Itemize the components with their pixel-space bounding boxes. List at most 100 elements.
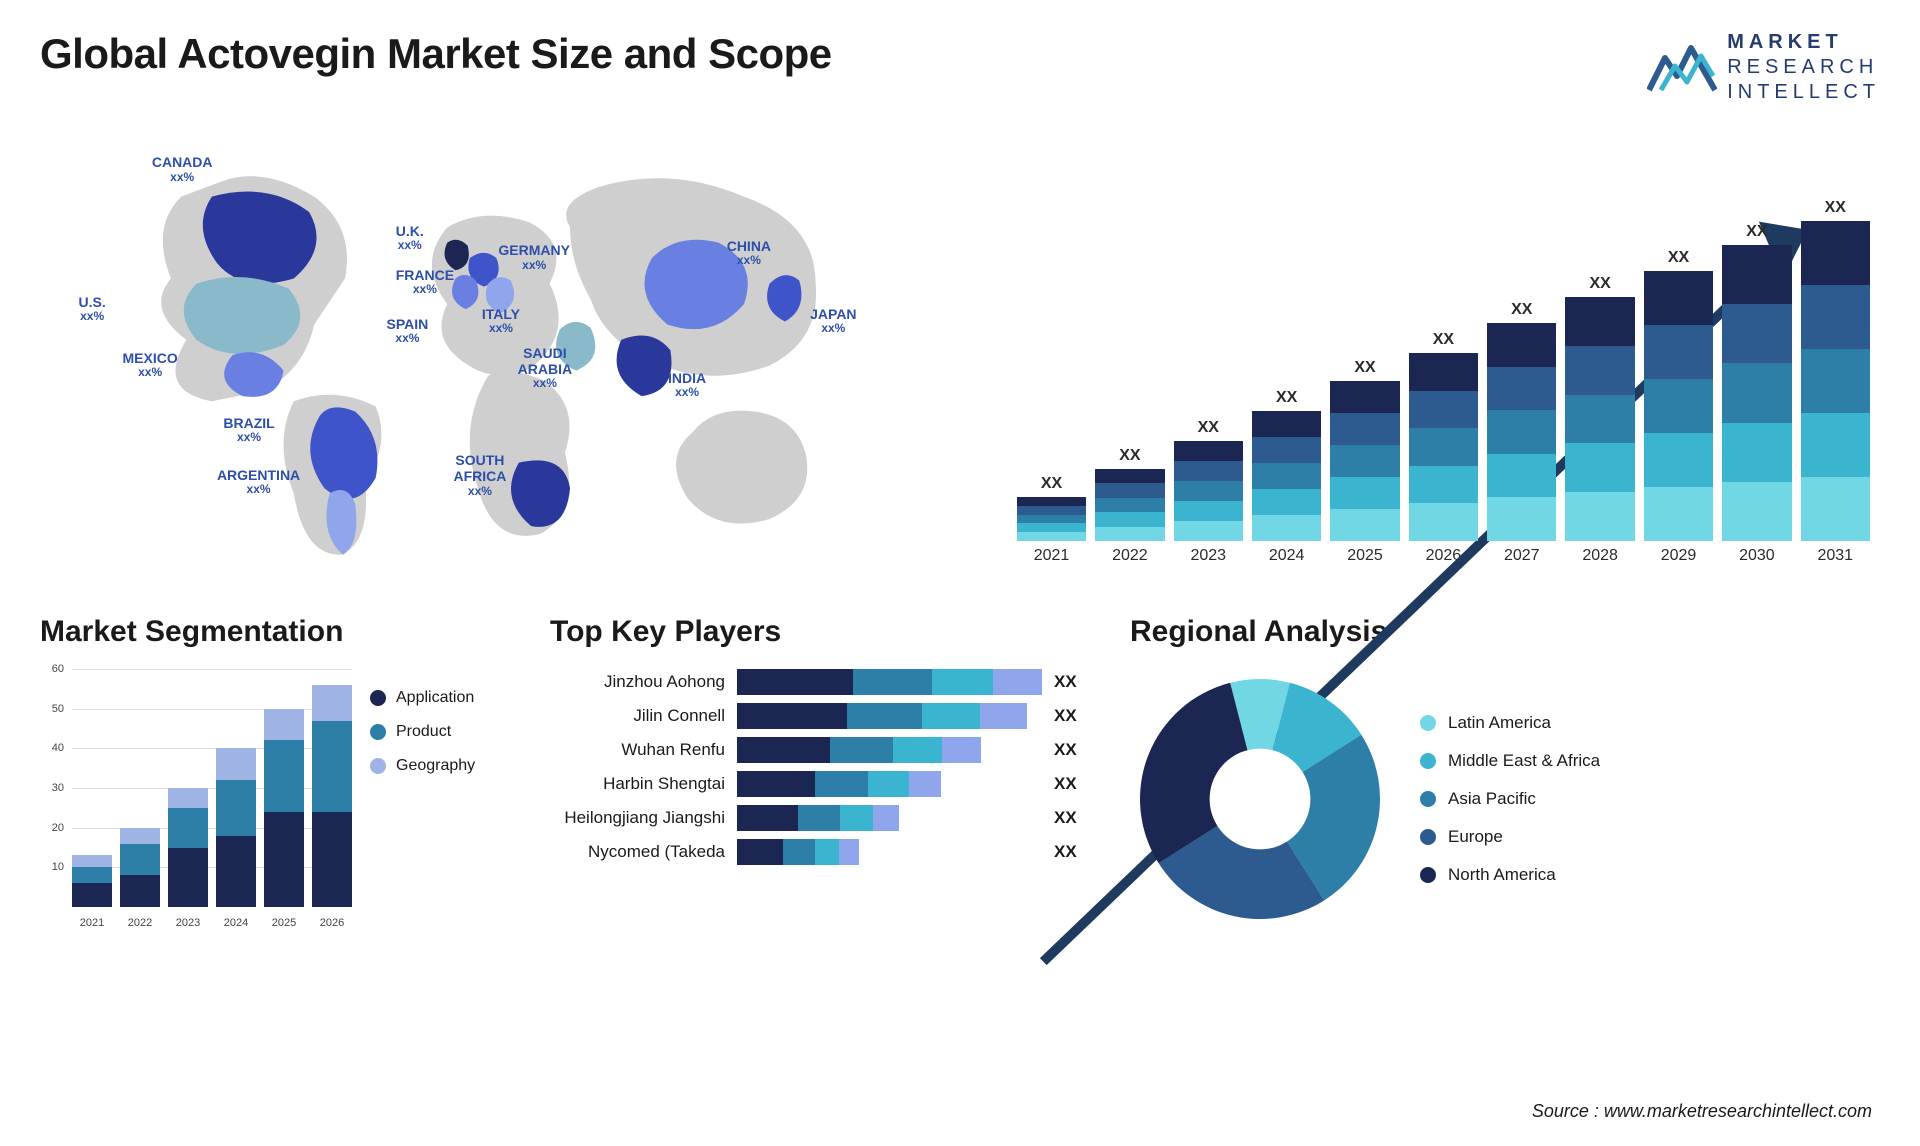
segmentation-bar <box>264 669 304 907</box>
logo-mark-icon <box>1647 40 1717 96</box>
growth-bar-value: XX <box>1433 331 1454 349</box>
segmentation-bar <box>216 669 256 907</box>
regional-panel: Regional Analysis Latin America Middle Ea… <box>1130 615 1880 945</box>
growth-bar-value: XX <box>1668 249 1689 267</box>
player-bar <box>737 703 1027 729</box>
map-country-label: SAUDIARABIAxx% <box>518 345 572 391</box>
segmentation-legend: Application Product Geography <box>370 669 510 929</box>
source-attribution: Source : www.marketresearchintellect.com <box>1532 1101 1872 1122</box>
regional-legend-item: Middle East & Africa <box>1420 751 1600 771</box>
growth-bar: XX <box>1409 181 1478 541</box>
segmentation-x-tick: 2026 <box>312 917 352 929</box>
world-map-panel: CANADAxx%U.S.xx%MEXICOxx%BRAZILxx%ARGENT… <box>40 125 957 565</box>
player-name: Jilin Connell <box>550 706 725 726</box>
player-row: Harbin Shengtai XX <box>550 771 1090 797</box>
segmentation-panel: Market Segmentation 102030405060 2021202… <box>40 615 510 945</box>
regional-legend-item: Latin America <box>1420 713 1600 733</box>
growth-bar-value: XX <box>1825 199 1846 217</box>
player-value: XX <box>1054 740 1090 760</box>
growth-x-axis: 2021202220232024202520262027202820292030… <box>1007 541 1880 565</box>
logo-text: MARKET RESEARCH INTELLECT <box>1727 30 1880 105</box>
regional-legend-item: Asia Pacific <box>1420 789 1600 809</box>
growth-bar: XX <box>1801 181 1870 541</box>
map-country-label: CHINAxx% <box>727 238 771 268</box>
player-row: Heilongjiang Jiangshi XX <box>550 805 1090 831</box>
player-name: Wuhan Renfu <box>550 740 725 760</box>
growth-x-tick: 2031 <box>1801 547 1870 565</box>
header: Global Actovegin Market Size and Scope M… <box>40 30 1880 105</box>
player-bar <box>737 805 899 831</box>
map-country-label: GERMANYxx% <box>498 242 570 272</box>
map-country-label: FRANCExx% <box>396 267 454 297</box>
growth-bar-value: XX <box>1354 359 1375 377</box>
players-panel: Top Key Players Jinzhou AohongXXJilin Co… <box>550 615 1090 945</box>
regional-donut-chart <box>1130 669 1390 929</box>
player-row: Wuhan Renfu XX <box>550 737 1090 763</box>
segmentation-legend-item: Product <box>370 723 510 741</box>
growth-bar: XX <box>1095 181 1164 541</box>
segmentation-title: Market Segmentation <box>40 615 510 649</box>
player-name: Harbin Shengtai <box>550 774 725 794</box>
regional-legend: Latin America Middle East & Africa Asia Pa… <box>1420 713 1600 885</box>
growth-bar: XX <box>1722 181 1791 541</box>
growth-x-tick: 2024 <box>1252 547 1321 565</box>
regional-legend-item: North America <box>1420 865 1600 885</box>
player-value: XX <box>1054 842 1090 862</box>
player-bar <box>737 669 1042 695</box>
growth-stacked-bar-chart: XXXXXXXXXXXXXXXXXXXXXX <box>1007 181 1880 541</box>
segmentation-x-tick: 2023 <box>168 917 208 929</box>
map-country-label: ARGENTINAxx% <box>217 467 300 497</box>
growth-bar: XX <box>1017 181 1086 541</box>
segmentation-legend-item: Geography <box>370 757 510 775</box>
map-country-label: ITALYxx% <box>482 306 520 336</box>
growth-x-tick: 2030 <box>1722 547 1791 565</box>
segmentation-x-tick: 2021 <box>72 917 112 929</box>
player-name: Heilongjiang Jiangshi <box>550 808 725 828</box>
player-bar <box>737 839 859 865</box>
growth-bar-value: XX <box>1276 389 1297 407</box>
player-value: XX <box>1054 774 1090 794</box>
regional-legend-item: Europe <box>1420 827 1600 847</box>
player-value: XX <box>1054 672 1090 692</box>
growth-x-tick: 2023 <box>1174 547 1243 565</box>
map-country-label: U.S.xx% <box>79 294 106 324</box>
regional-title: Regional Analysis <box>1130 615 1880 649</box>
map-country-label: U.K.xx% <box>396 223 424 253</box>
map-country-label: JAPANxx% <box>810 306 856 336</box>
segmentation-bar <box>312 669 352 907</box>
segmentation-bar <box>168 669 208 907</box>
segmentation-legend-item: Application <box>370 689 510 707</box>
map-country-label: SPAINxx% <box>387 316 429 346</box>
growth-bar-value: XX <box>1119 447 1140 465</box>
growth-x-tick: 2021 <box>1017 547 1086 565</box>
player-name: Nycomed (Takeda <box>550 842 725 862</box>
growth-x-tick: 2022 <box>1095 547 1164 565</box>
map-country-label: INDIAxx% <box>668 370 706 400</box>
bottom-row: Market Segmentation 102030405060 2021202… <box>40 615 1880 945</box>
player-row: Jilin Connell XX <box>550 703 1090 729</box>
segmentation-bar <box>120 669 160 907</box>
segmentation-x-tick: 2022 <box>120 917 160 929</box>
growth-x-tick: 2029 <box>1644 547 1713 565</box>
segmentation-stacked-bar-chart: 102030405060 202120222023202420252026 <box>40 669 352 929</box>
brand-logo: MARKET RESEARCH INTELLECT <box>1647 30 1880 105</box>
player-row: Jinzhou Aohong XX <box>550 669 1090 695</box>
growth-x-tick: 2027 <box>1487 547 1556 565</box>
segmentation-x-tick: 2025 <box>264 917 304 929</box>
growth-x-tick: 2025 <box>1330 547 1399 565</box>
player-name: Jinzhou Aohong <box>550 672 725 692</box>
top-row: CANADAxx%U.S.xx%MEXICOxx%BRAZILxx%ARGENT… <box>40 125 1880 565</box>
player-value: XX <box>1054 706 1090 726</box>
player-row: Nycomed (Takeda XX <box>550 839 1090 865</box>
growth-bar-value: XX <box>1746 223 1767 241</box>
growth-chart-panel: XXXXXXXXXXXXXXXXXXXXXX 20212022202320242… <box>1007 125 1880 565</box>
growth-bar: XX <box>1644 181 1713 541</box>
segmentation-x-tick: 2024 <box>216 917 256 929</box>
player-value: XX <box>1054 808 1090 828</box>
map-country-label: CANADAxx% <box>152 154 213 184</box>
players-title: Top Key Players <box>550 615 1090 649</box>
players-horizontal-bar-chart: Jinzhou AohongXXJilin ConnellXXWuhan Ren… <box>550 669 1090 865</box>
growth-x-tick: 2028 <box>1565 547 1634 565</box>
growth-bar-value: XX <box>1041 475 1062 493</box>
player-bar <box>737 737 981 763</box>
